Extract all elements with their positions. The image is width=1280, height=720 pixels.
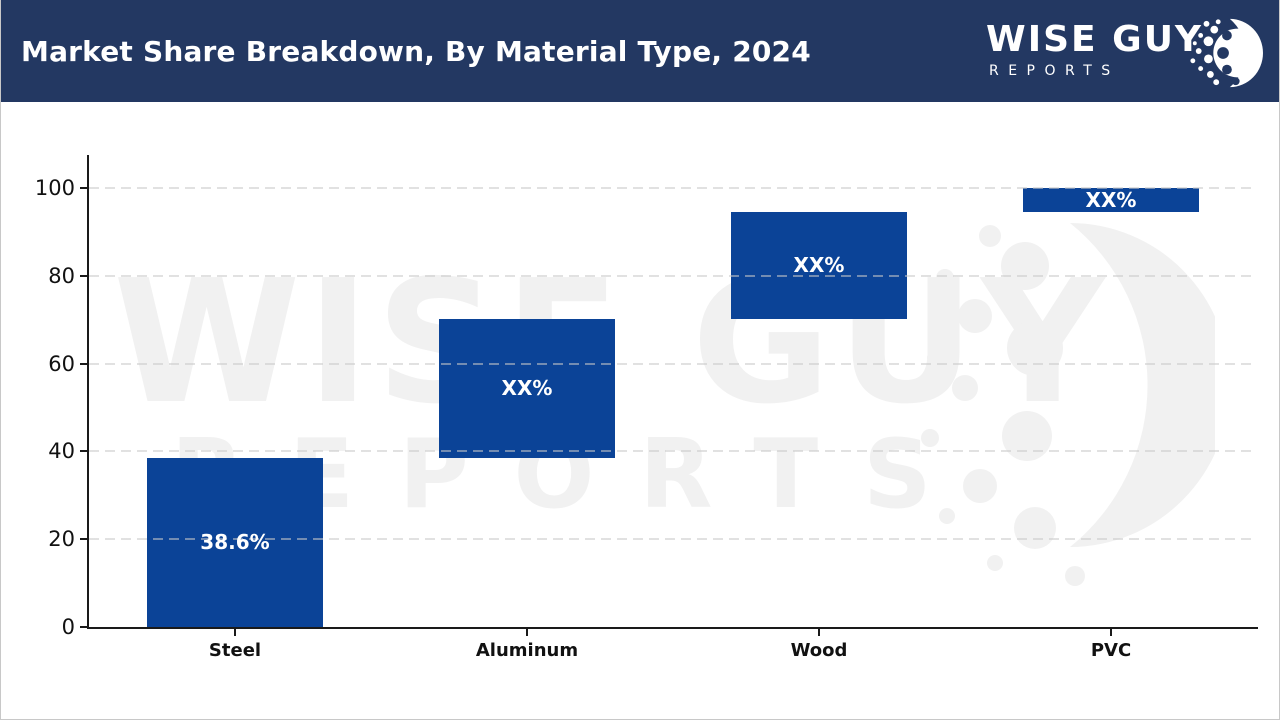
y-tick-20 <box>80 538 88 541</box>
x-axis-label-aluminum: Aluminum <box>475 640 579 661</box>
bar-pvc <box>1023 188 1199 213</box>
y-tick-label-40: 40 <box>48 439 75 464</box>
x-axis-label-steel: Steel <box>208 640 262 661</box>
bar-value-label-wood: XX% <box>793 253 845 278</box>
bar-value-label-steel: 38.6% <box>200 530 270 555</box>
x-tick-steel <box>234 629 236 636</box>
bar-value-label-pvc: XX% <box>1085 188 1137 213</box>
gridline-60 <box>89 362 1257 365</box>
x-tick-wood <box>818 629 820 636</box>
watermark-head-icon <box>921 223 1215 586</box>
page-title: Market Share Breakdown, By Material Type… <box>21 34 811 68</box>
gridline-100 <box>89 187 1257 189</box>
gridline-80 <box>89 274 1257 277</box>
bar-steel <box>147 457 323 627</box>
gridline-40 <box>89 450 1257 453</box>
brand-name: WISE GUY <box>985 19 1203 60</box>
gridline-20 <box>89 538 1257 541</box>
y-tick-80 <box>80 274 88 277</box>
y-axis-line <box>87 155 89 629</box>
y-tick-label-100: 100 <box>34 176 75 200</box>
y-tick-40 <box>80 450 88 453</box>
y-tick-label-20: 20 <box>48 527 75 552</box>
y-tick-label-60: 60 <box>48 351 75 376</box>
y-tick-100 <box>80 187 88 189</box>
brand-logo: WISE GUY REPORTS <box>986 13 1263 93</box>
bar-wood <box>731 212 907 319</box>
brand-wordmark: WISE GUY REPORTS <box>985 19 1203 80</box>
bar-aluminum <box>439 318 615 458</box>
logo-head-icon <box>1190 18 1263 88</box>
y-tick-label-80: 80 <box>48 263 75 288</box>
x-tick-pvc <box>1110 629 1112 636</box>
brand-subtitle: REPORTS <box>988 63 1120 79</box>
y-tick-0 <box>80 626 88 628</box>
y-tick-label-0: 0 <box>61 615 75 639</box>
header: Market Share Breakdown, By Material Type… <box>1 0 1279 102</box>
x-axis-label-wood: Wood <box>790 640 848 661</box>
x-axis-label-pvc: PVC <box>1090 640 1132 661</box>
y-tick-60 <box>80 362 88 365</box>
bar-value-label-aluminum: XX% <box>501 376 553 401</box>
x-tick-aluminum <box>526 629 528 636</box>
x-axis-line <box>87 627 1258 629</box>
